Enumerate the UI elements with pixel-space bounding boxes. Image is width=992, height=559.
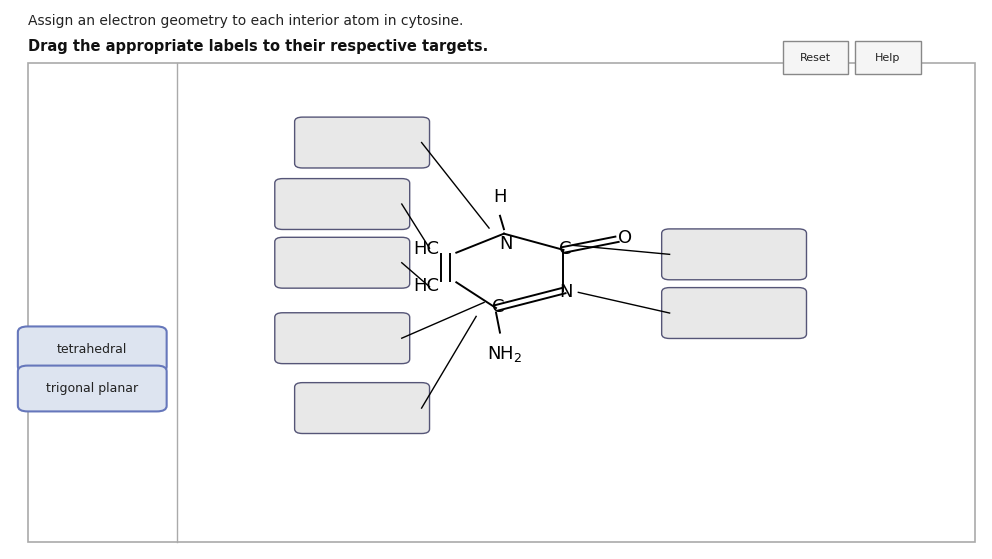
Text: N: N [559, 283, 573, 301]
Text: C: C [559, 240, 571, 258]
FancyBboxPatch shape [275, 313, 410, 363]
FancyBboxPatch shape [855, 41, 921, 74]
Text: Help: Help [875, 53, 901, 63]
Text: N: N [499, 235, 513, 253]
FancyBboxPatch shape [18, 326, 167, 372]
Text: trigonal planar: trigonal planar [47, 382, 138, 395]
FancyBboxPatch shape [18, 366, 167, 411]
FancyBboxPatch shape [275, 237, 410, 288]
Text: H: H [493, 188, 507, 206]
Text: C: C [492, 298, 504, 316]
FancyBboxPatch shape [662, 287, 806, 338]
FancyBboxPatch shape [295, 382, 430, 434]
FancyBboxPatch shape [28, 63, 975, 542]
FancyBboxPatch shape [295, 117, 430, 168]
FancyBboxPatch shape [783, 41, 848, 74]
Text: HC: HC [414, 277, 439, 295]
FancyBboxPatch shape [275, 179, 410, 229]
Text: O: O [618, 229, 632, 247]
FancyBboxPatch shape [662, 229, 806, 280]
Text: NH$_2$: NH$_2$ [487, 344, 523, 364]
Text: HC: HC [414, 240, 439, 258]
Text: Reset: Reset [800, 53, 831, 63]
Text: tetrahedral: tetrahedral [58, 343, 127, 356]
Text: Assign an electron geometry to each interior atom in cytosine.: Assign an electron geometry to each inte… [28, 14, 463, 28]
Text: Drag the appropriate labels to their respective targets.: Drag the appropriate labels to their res… [28, 39, 488, 54]
